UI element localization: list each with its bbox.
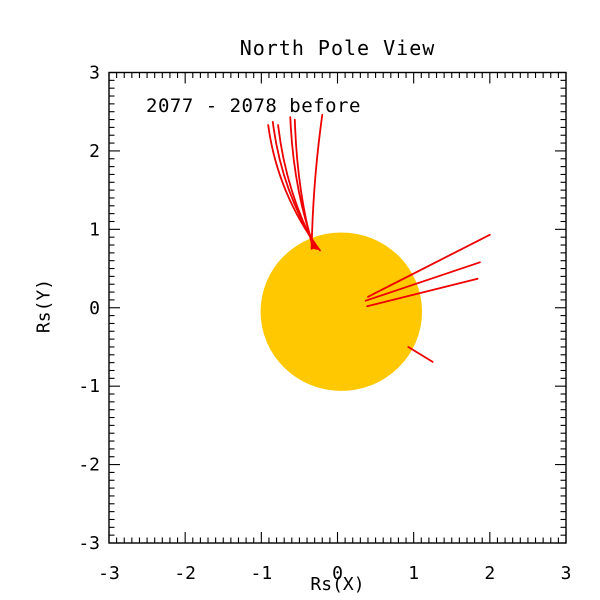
annotation-label: 2077 - 2078 before bbox=[146, 95, 361, 117]
fieldline-north-4 bbox=[289, 116, 316, 250]
x-tick-label: -1 bbox=[250, 563, 272, 584]
x-tick-label: 0 bbox=[332, 563, 343, 584]
y-tick-label: 3 bbox=[89, 63, 100, 84]
fieldline-southeast-1 bbox=[407, 346, 434, 363]
y-axis-label: Rs(Y) bbox=[33, 278, 55, 334]
sun-disk bbox=[260, 232, 423, 391]
x-tick-label: 3 bbox=[561, 563, 572, 584]
x-tick-label: 2 bbox=[484, 563, 495, 584]
x-tick-label: 1 bbox=[408, 563, 419, 584]
fieldline-east-2 bbox=[364, 261, 481, 302]
x-axis-label: Rs(X) bbox=[310, 574, 365, 595]
fieldline-north-5 bbox=[293, 118, 314, 250]
fieldline-east-1 bbox=[367, 233, 491, 298]
y-tick-label: 0 bbox=[89, 298, 100, 319]
chart-title: North Pole View bbox=[239, 36, 436, 60]
x-tick-label: -3 bbox=[98, 563, 120, 584]
fieldline-north-6 bbox=[310, 113, 324, 250]
y-tick-label: 2 bbox=[89, 141, 100, 162]
y-tick-label: -3 bbox=[78, 533, 100, 554]
y-tick-label: -2 bbox=[78, 455, 100, 476]
y-tick-label: 1 bbox=[89, 219, 100, 240]
x-tick-label: -2 bbox=[174, 563, 196, 584]
y-tick-label: -1 bbox=[78, 376, 100, 397]
fieldline-east-3 bbox=[366, 277, 479, 308]
